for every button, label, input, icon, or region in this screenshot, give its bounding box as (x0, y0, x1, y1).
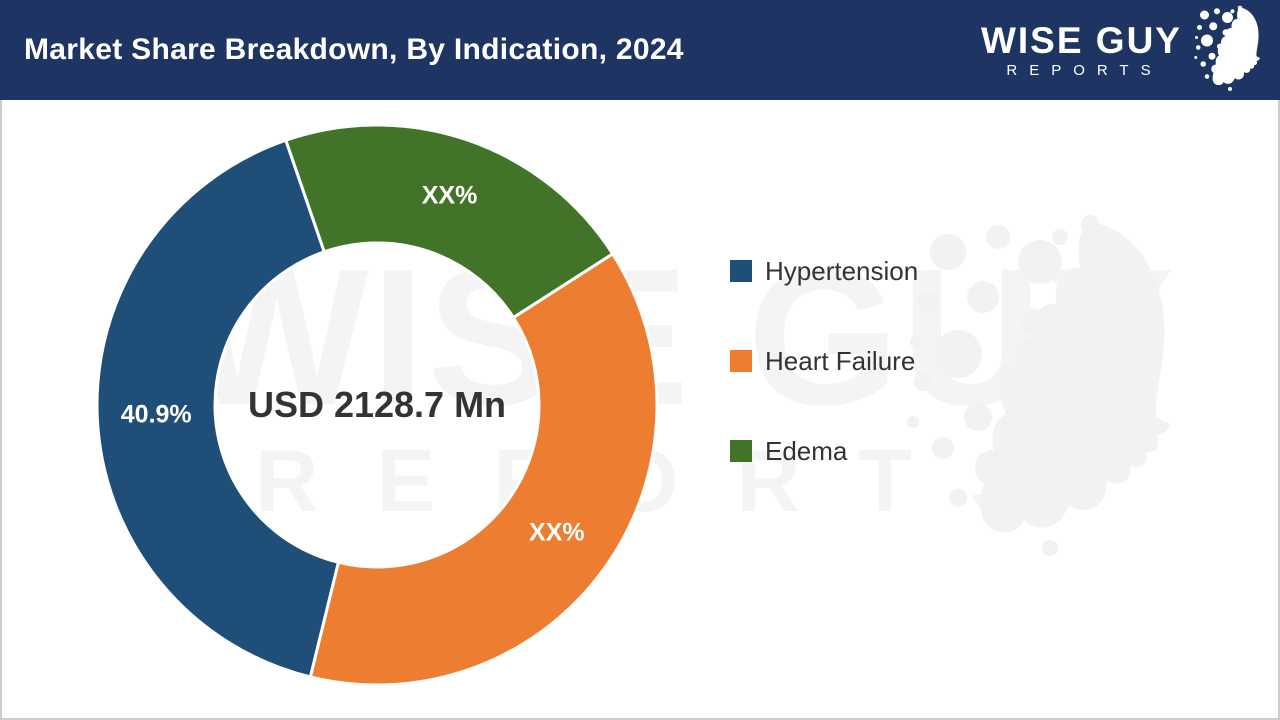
legend-swatch (730, 260, 752, 282)
slice-label-heart-failure: XX% (529, 518, 585, 547)
donut-chart-svg (95, 123, 659, 687)
wiseguy-logo: WISE GUY REPORTS (981, 0, 1266, 100)
legend-item-heart-failure: Heart Failure (730, 346, 918, 376)
slice-label-hypertension: 40.9% (120, 400, 192, 429)
legend-swatch (730, 350, 752, 372)
slice-edema (283, 123, 615, 320)
page-title: Market Share Breakdown, By Indication, 2… (24, 33, 684, 66)
slice-heart-failure (308, 251, 659, 687)
slice-hypertension (95, 138, 341, 679)
logo-name-text: WISE GUY (980, 20, 1182, 61)
legend-item-hypertension: Hypertension (730, 256, 918, 286)
logo-sub-text: REPORTS (1006, 62, 1163, 79)
center-total-label: USD 2128.7 Mn (247, 384, 507, 425)
wiseguy-logo-text: WISE GUY REPORTS (981, 22, 1182, 78)
donut-chart: 40.9% XX% XX% USD 2128.7 Mn (95, 123, 659, 687)
chart-legend: Hypertension Heart Failure Edema (730, 256, 918, 466)
legend-label: Heart Failure (765, 345, 916, 376)
slice-label-edema: XX% (421, 181, 478, 210)
watermark-face-logo-icon (907, 215, 1170, 556)
legend-item-edema: Edema (730, 436, 918, 466)
legend-label: Edema (765, 435, 848, 466)
legend-label: Hypertension (765, 255, 919, 286)
legend-swatch (730, 440, 752, 462)
logo-face-icon (1194, 5, 1260, 91)
header-bar: Market Share Breakdown, By Indication, 2… (0, 0, 1280, 100)
